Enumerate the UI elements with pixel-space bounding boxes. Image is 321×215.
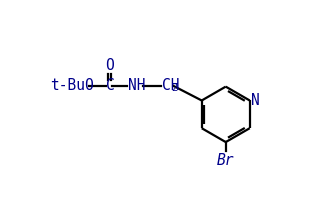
Text: O: O: [105, 58, 114, 73]
Text: t-BuO: t-BuO: [50, 78, 94, 93]
Text: NH: NH: [128, 78, 145, 93]
Text: N: N: [250, 93, 259, 108]
Text: Br: Br: [217, 153, 234, 168]
Text: 2: 2: [171, 83, 177, 93]
Text: CH: CH: [162, 78, 179, 93]
Text: C: C: [106, 78, 115, 93]
